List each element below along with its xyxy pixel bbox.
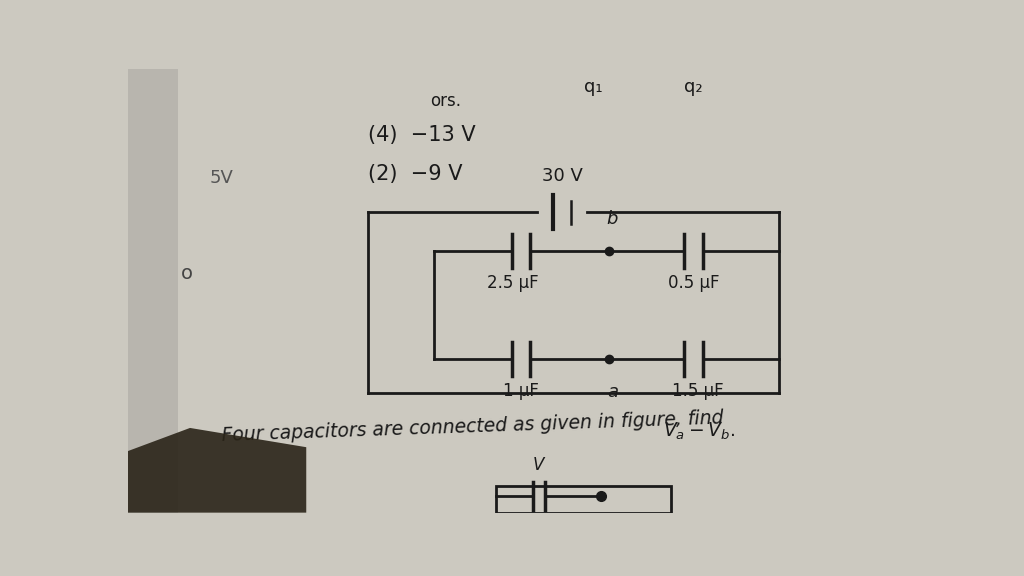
Text: 2.5 μF: 2.5 μF xyxy=(487,274,539,292)
Text: 0.5 μF: 0.5 μF xyxy=(668,274,720,292)
Text: (4)  −13 V: (4) −13 V xyxy=(369,126,476,145)
Text: $V_a - V_b.$: $V_a - V_b.$ xyxy=(663,420,735,442)
FancyBboxPatch shape xyxy=(496,486,671,513)
Polygon shape xyxy=(128,428,306,513)
Text: q₁: q₁ xyxy=(584,78,602,96)
Text: 1 μF: 1 μF xyxy=(503,382,539,400)
Text: ors.: ors. xyxy=(430,92,461,109)
Text: q₂: q₂ xyxy=(684,78,703,96)
Text: 30 V: 30 V xyxy=(542,168,583,185)
Text: Four capacitors are connected as given in figure, find: Four capacitors are connected as given i… xyxy=(221,408,729,445)
Text: (2)  −9 V: (2) −9 V xyxy=(369,164,463,184)
Text: a: a xyxy=(607,383,617,401)
FancyBboxPatch shape xyxy=(128,69,178,513)
Text: o: o xyxy=(180,264,193,283)
Text: 5V: 5V xyxy=(209,169,233,187)
Text: b: b xyxy=(606,210,618,228)
Text: 1.5 μF: 1.5 μF xyxy=(672,382,723,400)
Text: V: V xyxy=(534,456,545,474)
